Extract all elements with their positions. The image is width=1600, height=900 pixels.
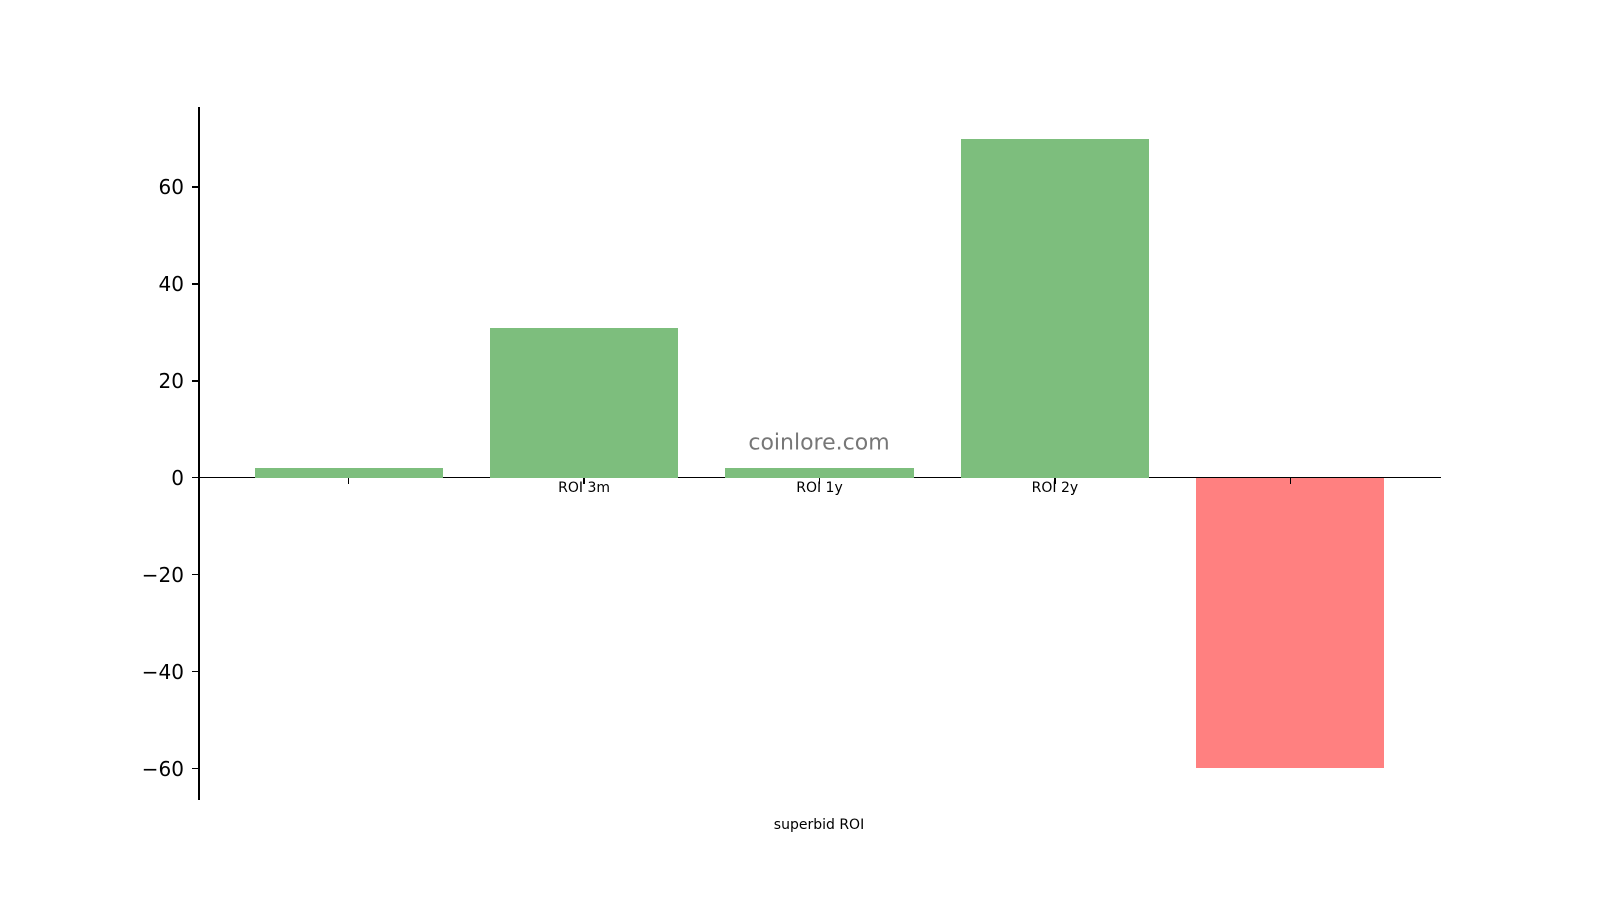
y-tick-label: 60 bbox=[158, 174, 184, 199]
bar-roi-3m bbox=[489, 327, 679, 478]
y-tick-mark bbox=[192, 186, 198, 188]
y-tick-mark bbox=[192, 767, 198, 770]
bar-roi-2y bbox=[960, 138, 1150, 478]
bar-roi-1y bbox=[725, 468, 914, 478]
y-tick-mark bbox=[192, 573, 198, 576]
watermark-text: coinlore.com bbox=[748, 430, 890, 456]
bar-category-0 bbox=[254, 468, 443, 478]
y-tick-mark bbox=[192, 476, 198, 479]
y-tick-mark bbox=[192, 670, 198, 673]
y-axis-spine bbox=[198, 107, 200, 800]
x-tick-label: ROI 1y bbox=[796, 479, 843, 496]
y-tick-mark bbox=[192, 283, 198, 285]
y-tick-label: 0 bbox=[171, 465, 184, 490]
y-tick-label: −60 bbox=[141, 756, 184, 781]
y-tick-label: 20 bbox=[158, 368, 184, 393]
x-tick-mark bbox=[1289, 477, 1292, 484]
y-tick-mark bbox=[192, 380, 198, 382]
y-tick-label: 40 bbox=[158, 271, 184, 296]
x-tick-mark bbox=[583, 477, 585, 484]
x-tick-mark bbox=[1054, 477, 1056, 484]
x-tick-label: ROI 3m bbox=[558, 479, 611, 496]
bar-category-4 bbox=[1196, 477, 1385, 769]
y-tick-label: −20 bbox=[141, 562, 184, 587]
x-tick-mark bbox=[347, 477, 350, 484]
x-axis-title: superbid ROI bbox=[773, 817, 865, 833]
x-tick-mark bbox=[818, 477, 821, 484]
x-tick-label: ROI 2y bbox=[1031, 479, 1079, 496]
y-tick-label: −40 bbox=[141, 659, 184, 684]
